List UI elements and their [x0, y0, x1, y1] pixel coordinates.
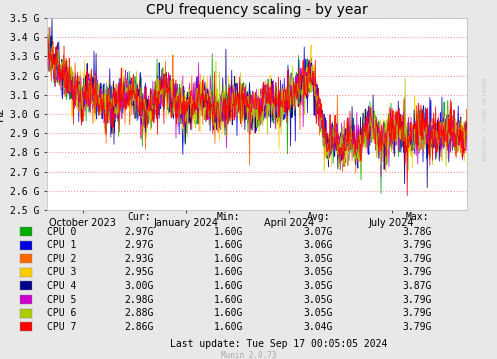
Text: 1.60G: 1.60G	[214, 295, 244, 305]
Text: 3.05G: 3.05G	[303, 281, 333, 291]
Text: 3.05G: 3.05G	[303, 295, 333, 305]
Text: 1.60G: 1.60G	[214, 308, 244, 318]
Text: 1.60G: 1.60G	[214, 254, 244, 264]
Text: Avg:: Avg:	[306, 212, 330, 222]
Text: Munin 2.0.73: Munin 2.0.73	[221, 351, 276, 359]
Text: 3.79G: 3.79G	[403, 254, 432, 264]
Text: 3.87G: 3.87G	[403, 281, 432, 291]
Text: 3.05G: 3.05G	[303, 267, 333, 278]
Title: CPU frequency scaling - by year: CPU frequency scaling - by year	[146, 3, 368, 17]
Text: CPU 3: CPU 3	[47, 267, 77, 278]
Text: 2.86G: 2.86G	[124, 322, 154, 332]
Text: 3.79G: 3.79G	[403, 308, 432, 318]
Text: 3.05G: 3.05G	[303, 308, 333, 318]
Text: Cur:: Cur:	[127, 212, 151, 222]
Text: 3.79G: 3.79G	[403, 322, 432, 332]
Text: 3.79G: 3.79G	[403, 267, 432, 278]
Text: 1.60G: 1.60G	[214, 227, 244, 237]
Text: 1.60G: 1.60G	[214, 267, 244, 278]
Text: 2.95G: 2.95G	[124, 267, 154, 278]
Text: CPU 2: CPU 2	[47, 254, 77, 264]
Text: 2.97G: 2.97G	[124, 227, 154, 237]
Text: 3.04G: 3.04G	[303, 322, 333, 332]
Text: Max:: Max:	[406, 212, 429, 222]
Text: 3.79G: 3.79G	[403, 240, 432, 250]
Text: 3.78G: 3.78G	[403, 227, 432, 237]
Text: 1.60G: 1.60G	[214, 322, 244, 332]
Text: 3.00G: 3.00G	[124, 281, 154, 291]
Text: 3.06G: 3.06G	[303, 240, 333, 250]
Text: CPU 1: CPU 1	[47, 240, 77, 250]
Text: 1.60G: 1.60G	[214, 281, 244, 291]
Text: 2.97G: 2.97G	[124, 240, 154, 250]
Text: 3.05G: 3.05G	[303, 254, 333, 264]
Text: 3.79G: 3.79G	[403, 295, 432, 305]
Text: 1.60G: 1.60G	[214, 240, 244, 250]
Text: 2.93G: 2.93G	[124, 254, 154, 264]
Text: CPU 4: CPU 4	[47, 281, 77, 291]
Y-axis label: Hz: Hz	[0, 107, 4, 121]
Text: CPU 7: CPU 7	[47, 322, 77, 332]
Text: Min:: Min:	[217, 212, 241, 222]
Text: CPU 0: CPU 0	[47, 227, 77, 237]
Text: 2.88G: 2.88G	[124, 308, 154, 318]
Text: CPU 5: CPU 5	[47, 295, 77, 305]
Text: 3.07G: 3.07G	[303, 227, 333, 237]
Text: RRDTOOL / TOBI OETIKER: RRDTOOL / TOBI OETIKER	[482, 77, 487, 160]
Text: 2.98G: 2.98G	[124, 295, 154, 305]
Text: CPU 6: CPU 6	[47, 308, 77, 318]
Text: Last update: Tue Sep 17 00:05:05 2024: Last update: Tue Sep 17 00:05:05 2024	[169, 339, 387, 349]
